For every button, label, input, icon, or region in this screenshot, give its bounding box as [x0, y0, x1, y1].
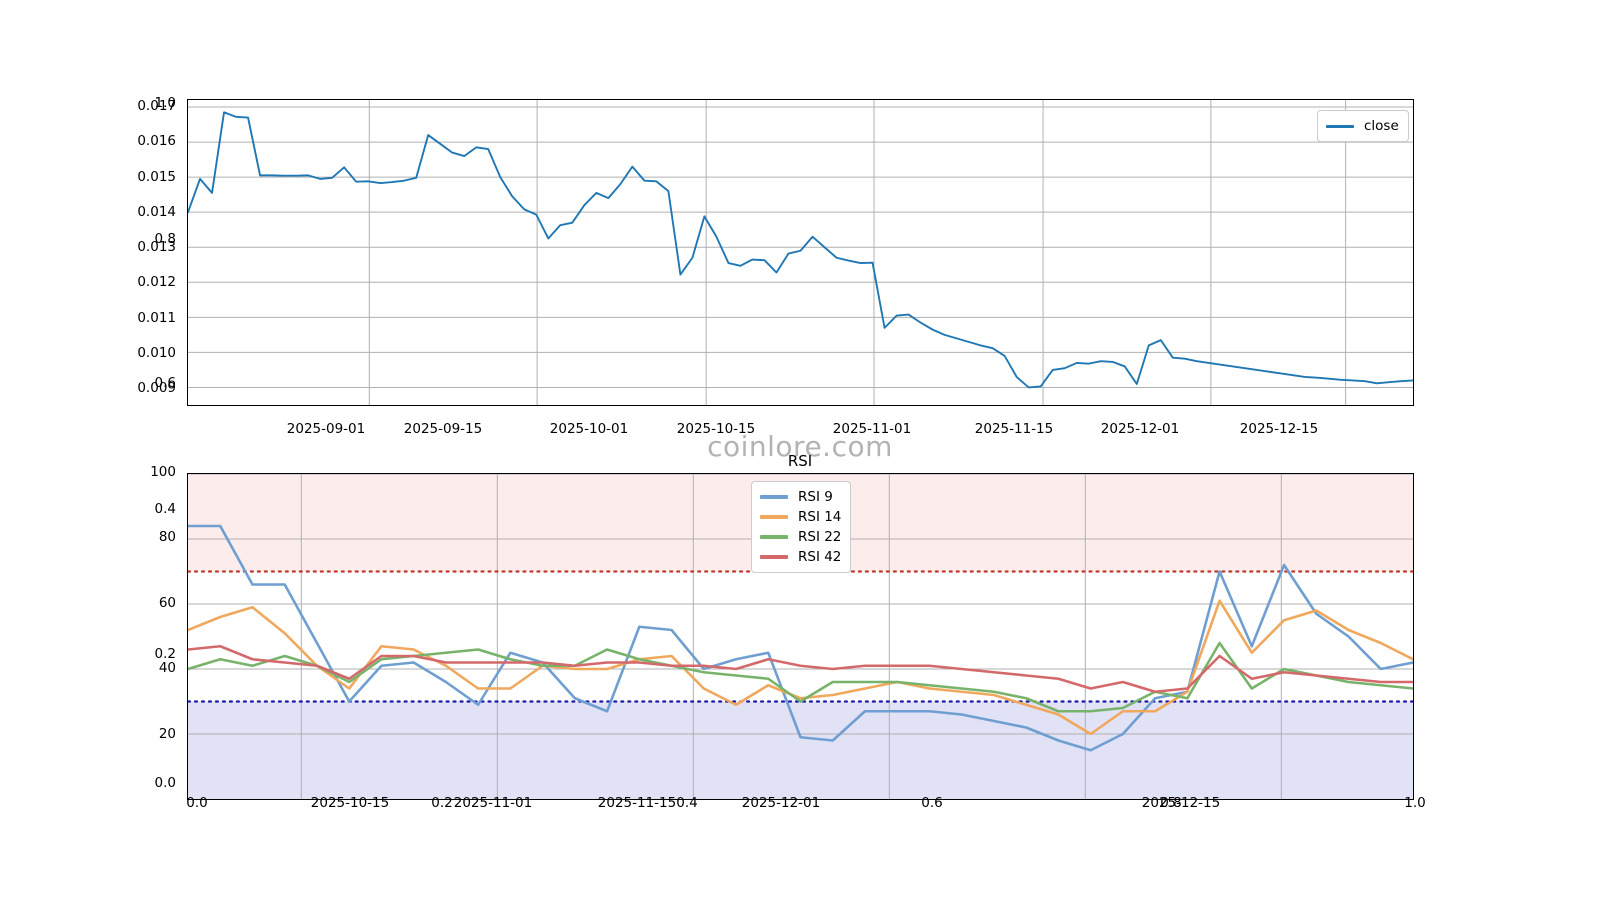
rsi-y-secondary-tick-label: 0.2 [154, 646, 176, 662]
rsi-y-secondary-tick-label: 0.0 [154, 775, 176, 791]
rsi-x-numeric-tick-label: 0.8 [1160, 795, 1182, 811]
rsi-y-tick-label: 20 [158, 725, 176, 742]
rsi-y-tick-label: 60 [158, 594, 176, 611]
rsi-x-date-tick-label: 2025-12-15 [1141, 795, 1221, 811]
price-chart-svg [188, 100, 1413, 405]
price-y-secondary-tick-label: 0.6 [154, 375, 176, 391]
rsi-threshold-lines [188, 570, 1413, 703]
price-x-tick-label: 2025-10-15 [676, 421, 756, 437]
price-y-secondary-tick-label: 0.8 [154, 231, 176, 247]
price-series-group [188, 111, 1413, 389]
price-chart-panel [187, 99, 1414, 406]
rsi-legend-item[interactable]: RSI 14 [760, 507, 841, 527]
rsi-chart-legend[interactable]: RSI 9 RSI 14 RSI 22 RSI 42 [751, 481, 852, 573]
price-y-tick-label: 0.013 [137, 239, 176, 256]
price-legend-item[interactable]: close [1326, 116, 1399, 136]
rsi-y-tick-label: 80 [158, 529, 176, 546]
price-y-tick-label: 0.016 [137, 133, 176, 150]
rsi-legend-swatch [760, 535, 788, 539]
rsi-x-numeric-tick-label: 1.0 [1404, 795, 1426, 811]
price-legend-swatch [1326, 124, 1354, 128]
price-x-tick-label: 2025-12-15 [1239, 421, 1319, 437]
rsi-legend-swatch [760, 515, 788, 519]
price-y-tick-label: 0.017 [137, 98, 176, 115]
price-y-tick-label: 0.015 [137, 168, 176, 185]
price-x-tick-label: 2025-11-01 [832, 421, 912, 437]
price-x-tick-label: 2025-12-01 [1100, 421, 1180, 437]
price-y-secondary-tick-label: 1.0 [154, 95, 176, 111]
rsi-legend-label: RSI 9 [798, 489, 833, 505]
rsi-x-numeric-tick-label: 0.4 [676, 795, 698, 811]
rsi-x-numeric-tick-label: 0.2 [431, 795, 453, 811]
rsi-legend-swatch [760, 495, 788, 499]
price-x-tick-label: 2025-11-15 [974, 421, 1054, 437]
rsi-legend-label: RSI 42 [798, 549, 842, 565]
price-x-tick-label: 2025-09-15 [403, 421, 483, 437]
rsi-legend-label: RSI 22 [798, 529, 842, 545]
price-legend-label: close [1364, 118, 1399, 134]
price-x-tick-label: 2025-09-01 [286, 421, 366, 437]
rsi-x-numeric-tick-label: 0.0 [186, 795, 208, 811]
rsi-legend-swatch [760, 555, 788, 559]
rsi-x-date-tick-label: 2025-12-01 [741, 795, 821, 811]
price-y-tick-label: 0.009 [137, 380, 176, 397]
rsi-x-numeric-tick-label: 0.6 [921, 795, 943, 811]
rsi-y-secondary-tick-label: 0.4 [154, 501, 176, 517]
price-y-tick-label: 0.014 [137, 203, 176, 220]
rsi-legend-item[interactable]: RSI 42 [760, 547, 841, 567]
price-y-tick-label: 0.010 [137, 345, 176, 362]
price-y-tick-label: 0.012 [137, 274, 176, 291]
rsi-chart-title: RSI [787, 452, 813, 470]
rsi-x-date-tick-label: 2025-10-15 [310, 795, 390, 811]
price-chart-legend[interactable]: close [1317, 110, 1409, 142]
price-gridlines [188, 100, 1413, 405]
rsi-series-group [188, 524, 1413, 752]
price-x-tick-label: 2025-10-01 [549, 421, 629, 437]
watermark-text: coinlore.com [707, 430, 893, 463]
rsi-legend-item[interactable]: RSI 9 [760, 487, 841, 507]
rsi-legend-item[interactable]: RSI 22 [760, 527, 841, 547]
rsi-x-date-tick-label: 2025-11-01 [453, 795, 533, 811]
rsi-legend-label: RSI 14 [798, 509, 842, 525]
rsi-x-date-tick-label: 2025-11-15 [597, 795, 677, 811]
rsi-y-tick-label: 40 [158, 660, 176, 677]
price-y-tick-label: 0.011 [137, 309, 176, 326]
rsi-y-tick-label: 100 [150, 464, 176, 480]
